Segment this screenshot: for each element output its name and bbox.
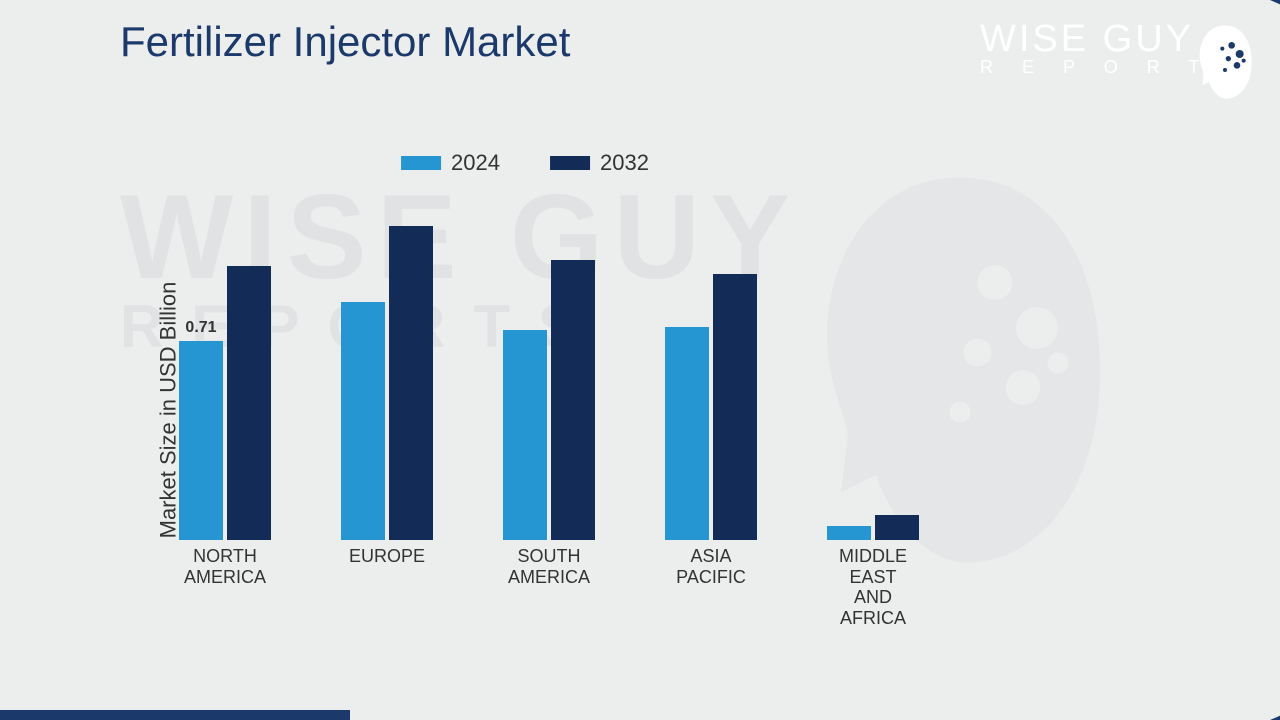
category-label: SOUTHAMERICA (474, 540, 624, 587)
bar (179, 341, 223, 540)
legend-label-0: 2024 (451, 150, 500, 176)
legend-item-1: 2032 (550, 150, 649, 176)
legend-label-1: 2032 (600, 150, 649, 176)
bar (551, 260, 595, 540)
chart-canvas: WISE GUY REPORTS WISE GUY R E P O R T S … (0, 0, 1280, 720)
bar (827, 526, 871, 540)
legend: 2024 2032 (401, 150, 649, 176)
bar (227, 266, 271, 540)
category-label: NORTHAMERICA (150, 540, 300, 587)
bottom-accent-bar (0, 710, 350, 720)
bar-value-label: 0.71 (179, 319, 223, 337)
bar (389, 226, 433, 540)
bar (665, 327, 709, 540)
bar (713, 274, 757, 540)
legend-item-0: 2024 (401, 150, 500, 176)
chart-title: Fertilizer Injector Market (120, 18, 570, 66)
bar (503, 330, 547, 540)
category-label: EUROPE (312, 540, 462, 567)
brand-logo: WISE GUY R E P O R T S (980, 18, 1260, 78)
chart-area: Market Size in USD Billion 2024 2032 0.7… (90, 160, 960, 660)
bar (341, 302, 385, 540)
bar (875, 515, 919, 540)
legend-swatch-0 (401, 156, 441, 170)
brand-head-icon (1190, 22, 1260, 102)
plot-area: 0.71NORTHAMERICAEUROPESOUTHAMERICAASIAPA… (150, 190, 960, 540)
category-label: ASIAPACIFIC (636, 540, 786, 587)
category-label: MIDDLEEASTANDAFRICA (798, 540, 948, 629)
legend-swatch-1 (550, 156, 590, 170)
